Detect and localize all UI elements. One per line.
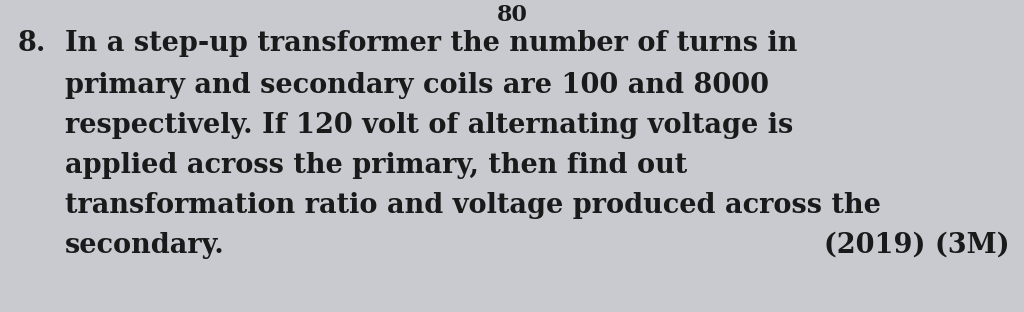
- Text: (2019) (3M): (2019) (3M): [824, 232, 1010, 259]
- Text: In a step-up transformer the number of turns in: In a step-up transformer the number of t…: [65, 30, 798, 57]
- Text: 8.: 8.: [18, 30, 46, 57]
- Text: secondary.: secondary.: [65, 232, 224, 259]
- Text: primary and secondary coils are 100 and 8000: primary and secondary coils are 100 and …: [65, 72, 769, 99]
- Text: transformation ratio and voltage produced across the: transformation ratio and voltage produce…: [65, 192, 881, 219]
- Text: applied across the primary, then find out: applied across the primary, then find ou…: [65, 152, 687, 179]
- Text: respectively. If 120 volt of alternating voltage is: respectively. If 120 volt of alternating…: [65, 112, 794, 139]
- Text: 80: 80: [497, 4, 527, 26]
